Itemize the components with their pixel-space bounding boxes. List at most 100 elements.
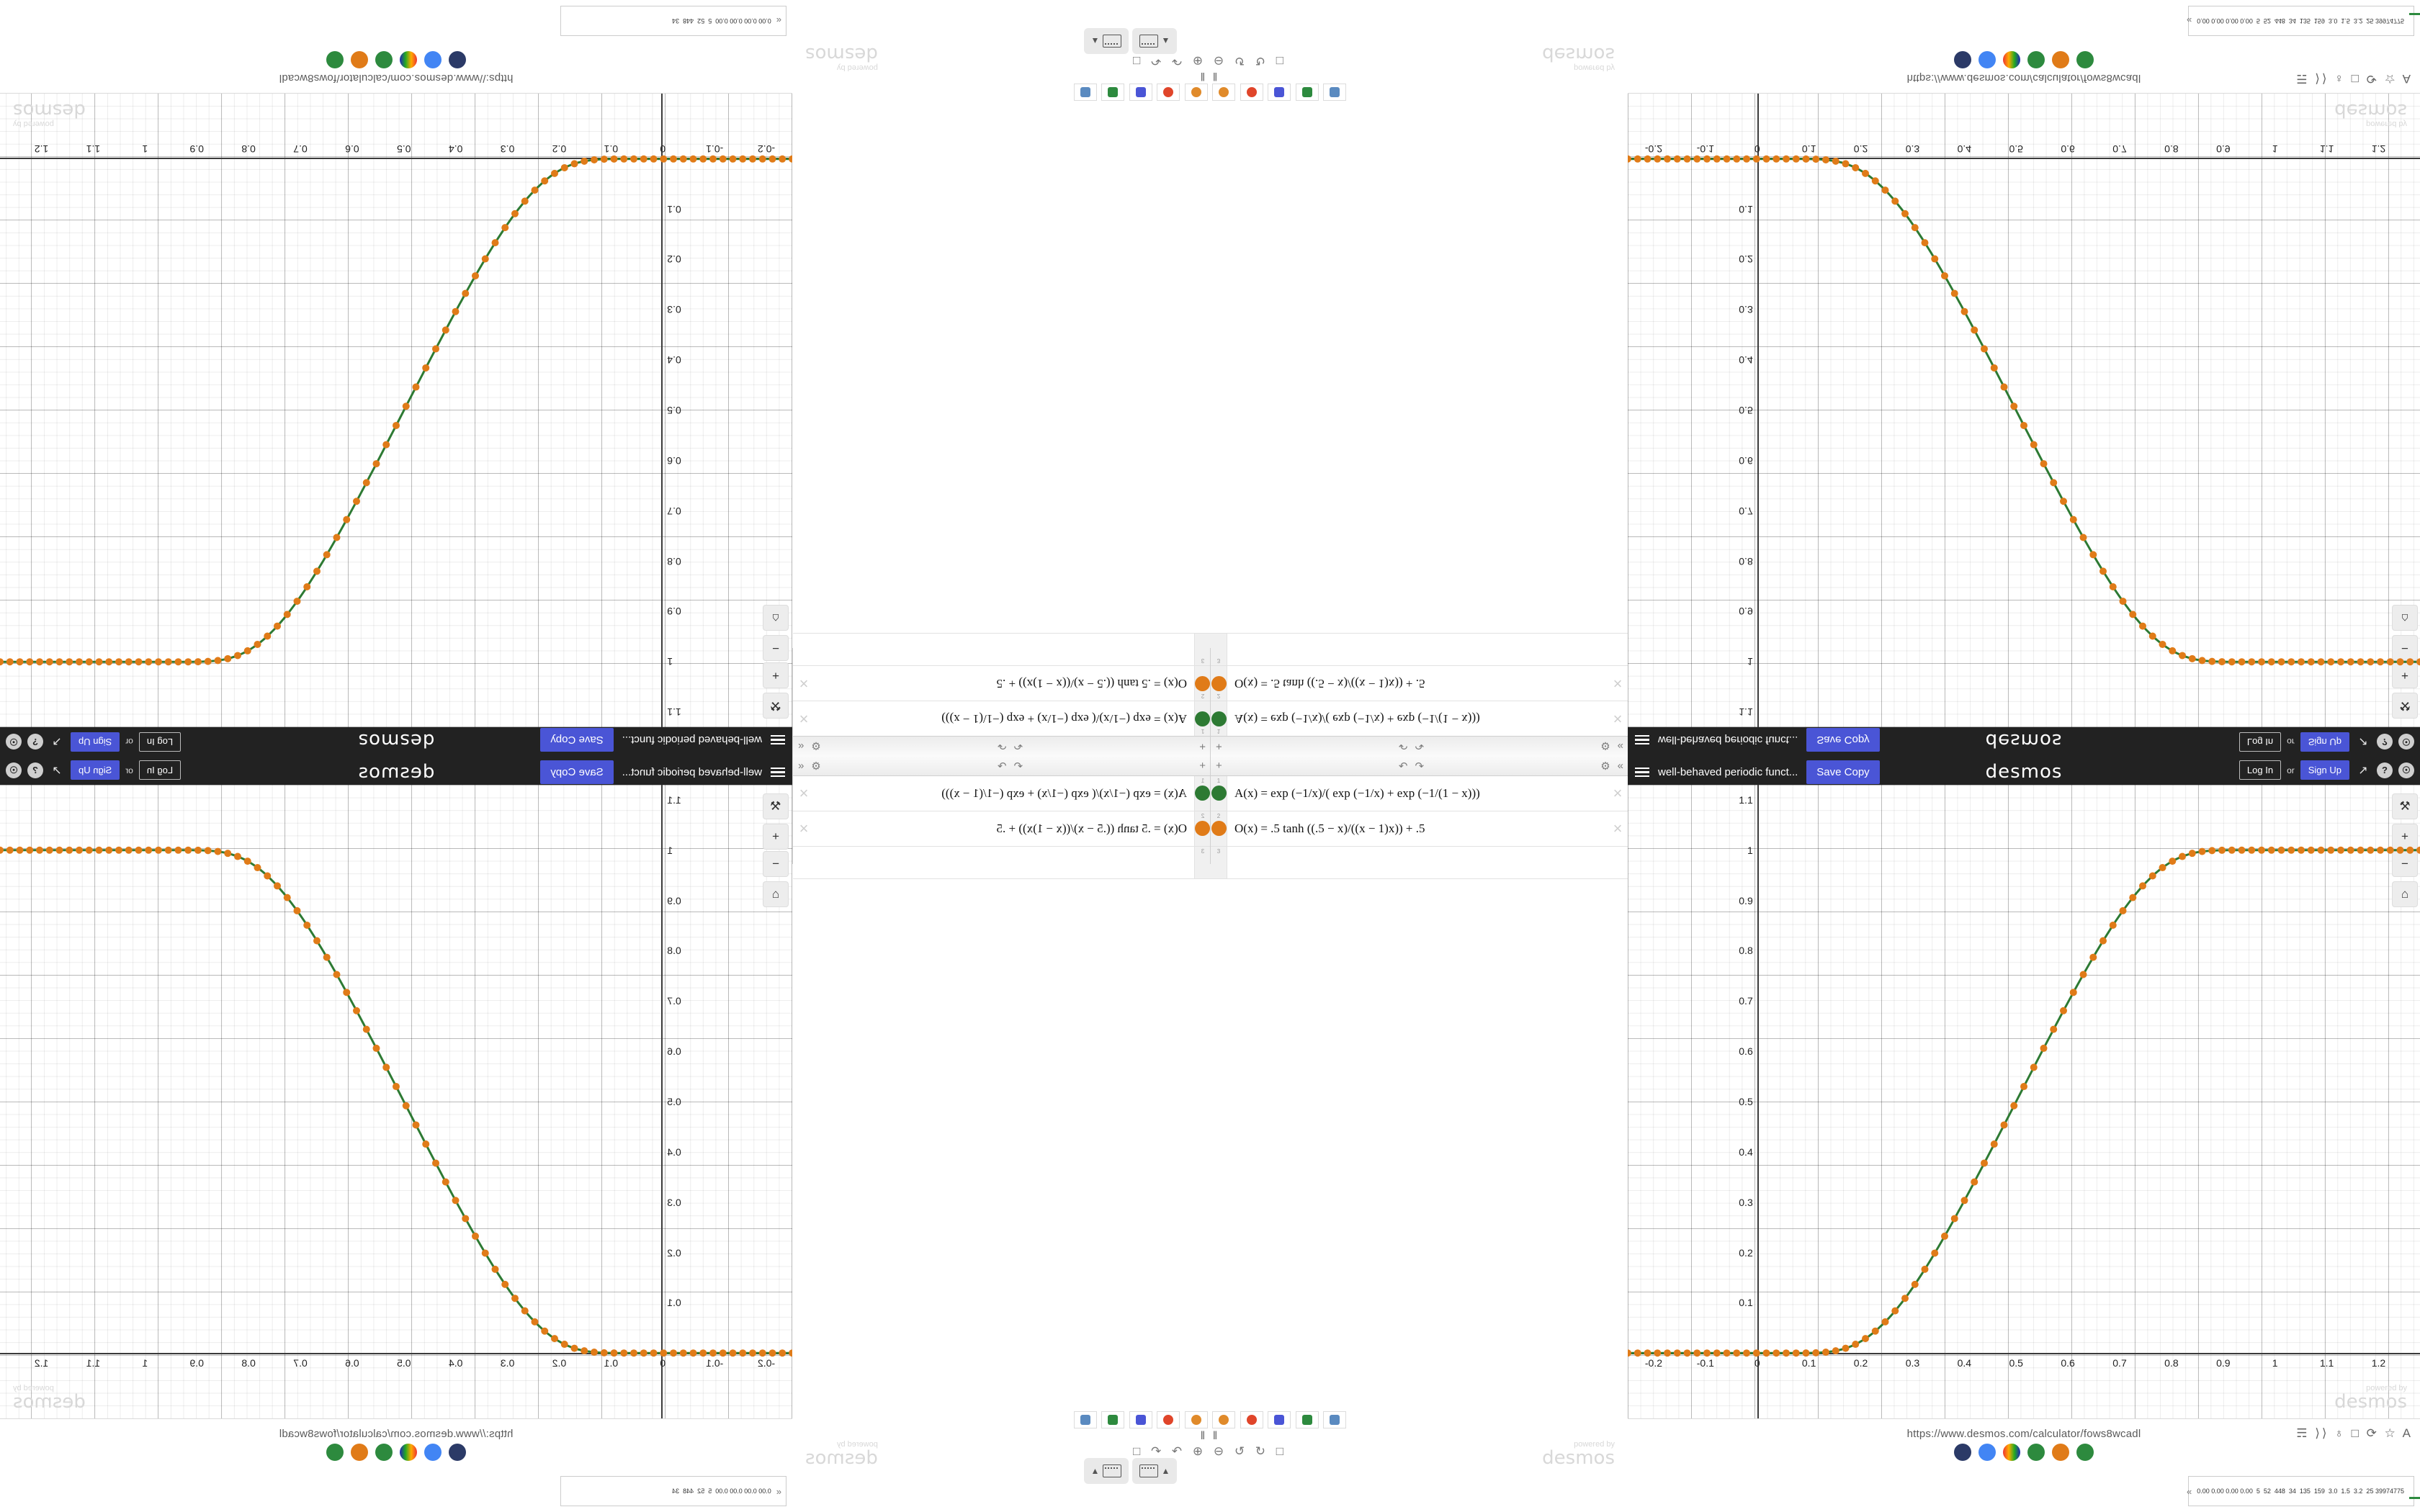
graph-zoom-controls-right[interactable]: ⚒ + − ⌂ — [2392, 793, 2418, 909]
desmos-window-left[interactable]: well-behaved periodic funct... Save Copy… — [0, 0, 792, 756]
expression-row[interactable]: 2 O(x) = .5 tanh ((.5 − x)/((x − 1)x)) +… — [1211, 665, 1628, 701]
delete-expression-button[interactable]: × — [1613, 819, 1623, 837]
graph-settings-wrench-icon[interactable]: ⚒ — [2392, 693, 2418, 719]
redo-button[interactable]: ↷ — [997, 739, 1007, 752]
bookmarks-bar-right[interactable] — [1628, 1444, 2420, 1462]
points-toggle-icon[interactable] — [1195, 821, 1211, 836]
add-expression-button[interactable]: + — [1216, 740, 1222, 752]
taskbar-tabs[interactable] — [792, 1411, 1628, 1428]
taskbar-tab[interactable] — [1073, 1411, 1097, 1428]
save-copy-button[interactable]: Save Copy — [540, 760, 614, 784]
expression-latex[interactable]: A(x) = exp (−1/x)/( exp (−1/x) + exp (−1… — [941, 712, 1187, 726]
menu-hamburger-icon[interactable] — [1635, 735, 1649, 745]
address-bar-url[interactable]: https://www.desmos.com/calculator/fows8w… — [1906, 1428, 2141, 1440]
add-expression-button[interactable]: + — [1216, 760, 1222, 772]
expression-list-right[interactable]: + ↶ ↷ ⚙ « 1 A(x) = exp (−1/x)/( exp ( — [1210, 756, 1628, 879]
language-globe-icon[interactable]: ☉ — [2398, 762, 2414, 778]
taskbar-tab[interactable] — [1240, 84, 1263, 101]
taskbar-tab[interactable] — [1184, 1411, 1208, 1428]
bookmark-rainbow-icon[interactable] — [400, 50, 418, 68]
taskbar-tab[interactable] — [1157, 1411, 1180, 1428]
bookmark-blue-icon[interactable] — [449, 50, 467, 68]
graph-settings-wrench-icon[interactable]: ⚒ — [763, 793, 789, 819]
bookmark-google-icon[interactable] — [424, 50, 442, 68]
points-toggle-icon[interactable] — [1211, 676, 1227, 691]
expression-latex[interactable]: A(x) = exp (−1/x)/( exp (−1/x) + exp (−1… — [941, 786, 1187, 800]
collapse-panel-button[interactable]: « — [798, 760, 805, 772]
desmos-window-right[interactable]: well-behaved periodic funct... Save Copy… — [1628, 0, 2420, 756]
document-title[interactable]: well-behaved periodic funct... — [622, 766, 762, 778]
expression-latex[interactable] — [793, 858, 1194, 867]
expression-latex[interactable] — [1227, 858, 1628, 867]
browser-toolbar-right-icons[interactable]: ☴ ⟩⟩ ♁ □ ⟳ ☆ A — [2296, 72, 2413, 86]
zoom-in-button[interactable]: + — [2392, 662, 2418, 688]
expression-toolbar-right[interactable]: + ↶ ↷ ⚙ « — [1211, 736, 1628, 756]
bookmark-rainbow-icon[interactable] — [400, 1444, 418, 1462]
graph-canvas-right[interactable]: ⚒ + − ⌂ powered by desmos -0.2 -0.1 0 0.1 0.… — [1628, 785, 2420, 1418]
bookmark-blue-icon[interactable] — [1953, 50, 1971, 68]
zoom-in-button[interactable]: + — [2392, 824, 2418, 850]
expression-toolbar-right[interactable]: + ↶ ↷ ⚙ « — [1211, 756, 1628, 776]
graph-settings-wrench-icon[interactable]: ⚒ — [2392, 793, 2418, 819]
expression-latex[interactable]: O(x) = .5 tanh ((.5 − x)/((x − 1)x)) + .… — [1234, 677, 1425, 690]
delete-expression-button[interactable]: × — [1613, 675, 1623, 693]
curve-toggle-icon[interactable] — [1195, 786, 1211, 801]
taskbar-tab[interactable] — [1212, 84, 1236, 101]
desmos-window-right[interactable]: well-behaved periodic funct... Save Copy… — [1628, 756, 2420, 1512]
delete-expression-button[interactable]: × — [799, 784, 809, 802]
expression-latex[interactable]: O(x) = .5 tanh ((.5 − x)/((x − 1)x)) + .… — [1234, 822, 1425, 835]
menu-hamburger-icon[interactable] — [1635, 767, 1649, 778]
points-toggle-icon[interactable] — [1195, 676, 1211, 691]
taskbar-tab[interactable] — [1268, 1411, 1291, 1428]
sign-up-button[interactable]: Sign Up — [2300, 732, 2349, 752]
keyboard-toggle-left[interactable]: ▲ — [1084, 1458, 1129, 1484]
menu-hamburger-icon[interactable] — [771, 735, 785, 745]
bookmark-orange-icon[interactable] — [2052, 50, 2070, 68]
expression-row-empty[interactable]: 3 — [1211, 633, 1628, 665]
collapse-panel-button[interactable]: « — [1617, 740, 1623, 752]
browser-toolbar-icons[interactable]: □ ↷ ↶ ⊕ ⊖ ↺ ↻ □ — [1132, 1444, 1288, 1458]
graph-zoom-controls-right[interactable]: ⚒ + − ⌂ — [2392, 603, 2418, 719]
bookmark-orange-icon[interactable] — [350, 50, 368, 68]
save-copy-button[interactable]: Save Copy — [540, 728, 614, 752]
expression-row[interactable]: 1 A(x) = exp (−1/x)/( exp (−1/x) + exp (… — [1211, 776, 1628, 811]
expression-settings-gear-icon[interactable]: ⚙ — [811, 760, 821, 773]
bookmarks-bar-left[interactable] — [0, 1444, 792, 1462]
stats-collapse-caret[interactable]: « — [2187, 1485, 2192, 1497]
taskbar-tab[interactable] — [1295, 1411, 1319, 1428]
expression-latex[interactable]: O(x) = .5 tanh ((.5 − x)/((x − 1)x)) + .… — [996, 677, 1187, 690]
stats-collapse-caret[interactable]: « — [2187, 15, 2192, 27]
browser-toolbar-right-icons[interactable]: ☴ ⟩⟩ ♁ □ ⟳ ☆ A — [2296, 1426, 2413, 1440]
bookmark-green-icon[interactable] — [2027, 50, 2045, 68]
help-icon[interactable]: ? — [2377, 734, 2393, 750]
taskbar-tab[interactable] — [1268, 84, 1291, 101]
sign-up-button[interactable]: Sign Up — [2300, 760, 2349, 780]
bookmark-green-icon[interactable] — [375, 1444, 393, 1462]
share-icon[interactable]: ↗ — [2358, 764, 2368, 777]
bookmark-green2-icon[interactable] — [2076, 1444, 2094, 1462]
zoom-in-button[interactable]: + — [763, 824, 789, 850]
curve-toggle-icon[interactable] — [1195, 711, 1211, 726]
curve-toggle-icon[interactable] — [1211, 711, 1227, 726]
delete-expression-button[interactable]: × — [799, 710, 809, 728]
bookmark-green2-icon[interactable] — [326, 50, 344, 68]
help-icon[interactable]: ? — [27, 762, 43, 778]
expression-list-left[interactable]: + ↶ ↷ ⚙ « 1 A(x) = exp (−1/x)/( exp ( — [792, 633, 1211, 756]
save-copy-button[interactable]: Save Copy — [1806, 728, 1880, 752]
browser-toolbar-icons[interactable]: □ ↷ ↶ ⊕ ⊖ ↺ ↻ □ — [1132, 54, 1288, 68]
expression-latex[interactable]: A(x) = exp (−1/x)/( exp (−1/x) + exp (−1… — [1234, 712, 1480, 726]
expression-settings-gear-icon[interactable]: ⚙ — [1600, 739, 1610, 752]
expression-list-right[interactable]: + ↶ ↷ ⚙ « 1 A(x) = exp (−1/x)/( exp ( — [1210, 633, 1628, 756]
zoom-home-button[interactable]: ⌂ — [763, 881, 789, 907]
bookmark-blue-icon[interactable] — [449, 1444, 467, 1462]
expression-latex[interactable]: A(x) = exp (−1/x)/( exp (−1/x) + exp (−1… — [1234, 786, 1480, 800]
log-in-button[interactable]: Log In — [2238, 732, 2282, 752]
log-in-button[interactable]: Log In — [138, 760, 182, 780]
keyboard-toggle-left[interactable]: ▲ — [1084, 28, 1129, 54]
log-in-button[interactable]: Log In — [138, 732, 182, 752]
help-icon[interactable]: ? — [2377, 762, 2393, 778]
log-in-button[interactable]: Log In — [2238, 760, 2282, 780]
delete-expression-button[interactable]: × — [799, 819, 809, 837]
zoom-home-button[interactable]: ⌂ — [2392, 881, 2418, 907]
expression-latex[interactable] — [1227, 645, 1628, 654]
